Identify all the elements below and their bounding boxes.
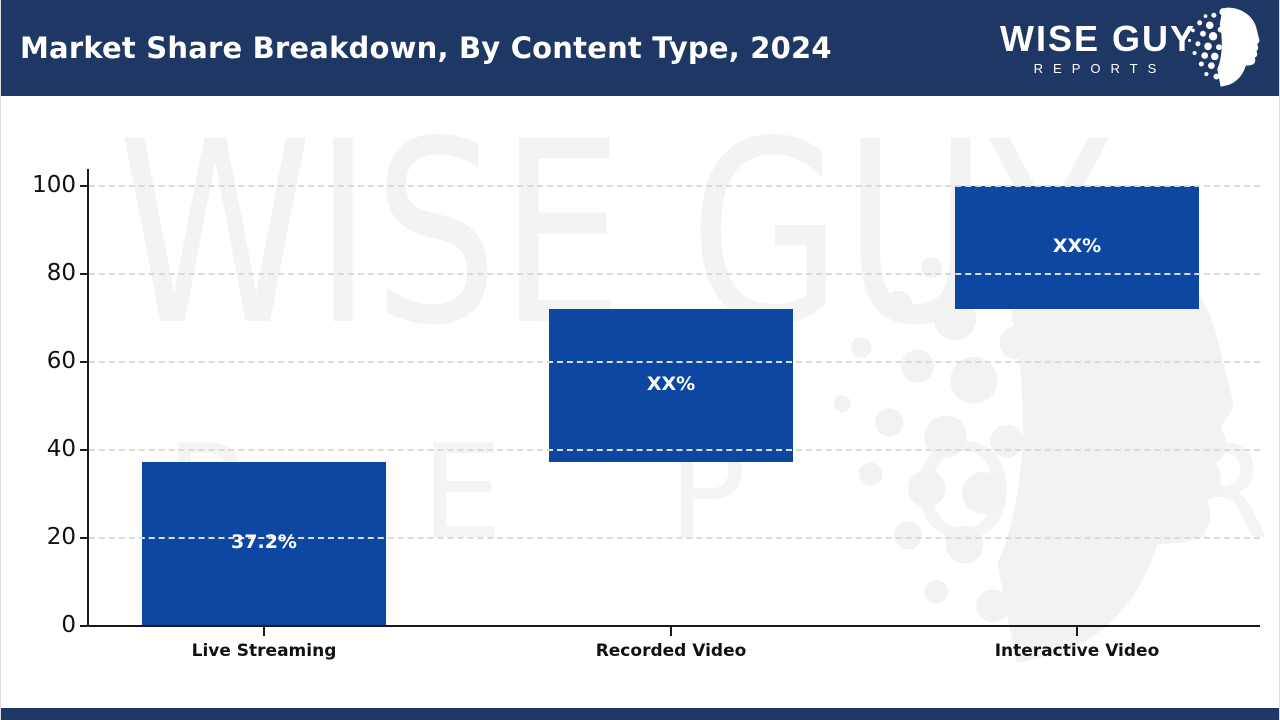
waterfall-chart: 0 20 40 60 80 100 37.2% Live Streaming XX% Record… [0,96,1280,708]
bar-value-label: XX% [646,372,696,395]
x-tick-mark [670,627,672,636]
wiseguy-logo: WISE GUY REPORTS [1000,4,1266,92]
logo-head-icon [1188,7,1260,87]
y-tick-label: 60 [46,348,76,374]
y-tick-mark [80,185,88,187]
gridline-y100 [89,185,1260,187]
y-tick-mark [80,449,88,451]
logo-wordmark: WISE GUY [999,17,1196,59]
bar-value-label: XX% [1052,234,1102,257]
page-title: Market Share Breakdown, By Content Type,… [20,31,832,65]
header-bar: Market Share Breakdown, By Content Type,… [0,0,1280,96]
bar-interactive-video [955,186,1199,310]
y-tick-label: 100 [32,172,76,198]
bar-recorded-video [549,309,793,463]
y-tick-mark [80,625,88,627]
x-axis-line [87,625,1260,627]
y-tick-mark [80,361,88,363]
y-tick-mark [80,537,88,539]
x-tick-mark [1076,627,1078,636]
y-tick-mark [80,273,88,275]
y-axis-line [87,169,89,627]
y-tick-label: 80 [46,260,76,286]
x-tick-label: Live Streaming [191,641,337,661]
x-tick-label: Interactive Video [994,641,1160,661]
logo-text: WISE GUY REPORTS [999,17,1196,76]
gridline-y20 [89,537,1260,539]
bar-value-label: 37.2% [231,531,297,554]
y-tick-label: 0 [61,612,76,638]
y-tick-label: 40 [46,436,76,462]
gridline-y60 [89,361,1260,363]
gridline-y80 [89,273,1260,275]
x-tick-label: Recorded Video [595,641,747,661]
x-tick-mark [263,627,265,636]
footer-bar [0,708,1280,720]
y-tick-label: 20 [46,524,76,550]
logo-subtext: REPORTS [1033,60,1167,76]
gridline-y40 [89,449,1260,451]
bar-live-streaming [142,462,386,626]
